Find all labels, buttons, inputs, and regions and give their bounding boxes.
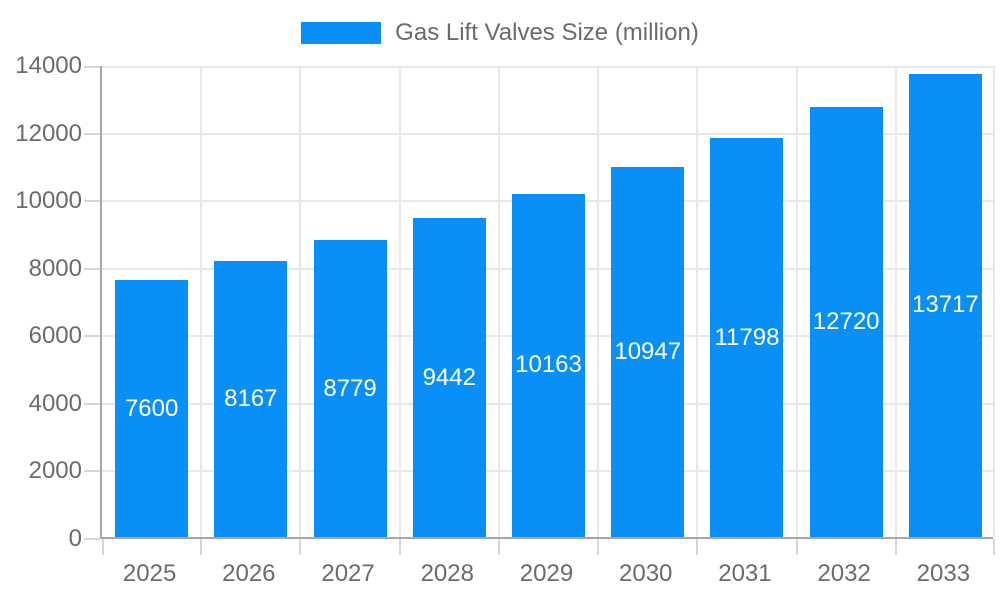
bar-value-label: 12720 — [812, 308, 880, 336]
x-axis-label: 2028 — [420, 560, 474, 587]
bar-value-label: 8167 — [224, 385, 278, 413]
x-axis-label: 2029 — [519, 560, 574, 587]
bar-value-label: 11798 — [714, 323, 780, 351]
y-axis-label: 2000 — [28, 457, 82, 485]
x-axis-label: 2031 — [718, 560, 772, 587]
legend-label: Gas Lift Valves Size (million) — [395, 19, 699, 46]
v-gridline — [795, 66, 798, 537]
x-axis-label: 2025 — [122, 560, 177, 587]
v-gridline — [398, 66, 401, 537]
legend[interactable]: Gas Lift Valves Size (million) — [0, 20, 1000, 46]
y-tick — [84, 66, 100, 68]
bar-value-label: 10163 — [515, 351, 582, 379]
x-tick — [497, 539, 500, 555]
x-axis-label: 2026 — [222, 560, 276, 587]
x-axis-label: 2030 — [619, 560, 673, 587]
y-tick — [84, 132, 100, 135]
bar-value-label: 7600 — [124, 394, 179, 422]
x-tick — [102, 539, 104, 555]
bar-value-label: 9442 — [422, 363, 476, 391]
y-axis-label: 4000 — [28, 389, 82, 417]
y-tick — [84, 538, 100, 540]
x-axis-label: 2033 — [916, 560, 971, 587]
y-tick — [84, 402, 100, 405]
bar-2026[interactable]: 8167 — [214, 261, 288, 537]
x-tick — [795, 539, 798, 555]
y-tick — [84, 267, 100, 270]
bar-2029[interactable]: 10163 — [512, 193, 585, 537]
x-axis-label: 2027 — [321, 560, 375, 587]
y-axis-label: 0 — [68, 525, 82, 552]
bar-2025[interactable]: 7600 — [115, 280, 189, 537]
v-gridline — [299, 66, 302, 537]
h-gridline — [102, 132, 993, 135]
bar-2032[interactable]: 12720 — [809, 107, 883, 537]
bar-2027[interactable]: 8779 — [313, 240, 387, 537]
v-gridline — [497, 66, 500, 537]
x-tick — [696, 539, 699, 555]
legend-swatch — [301, 22, 382, 44]
y-tick — [84, 470, 100, 473]
bar-2030[interactable]: 10947 — [611, 167, 685, 537]
bar-value-label: 8779 — [323, 374, 377, 402]
v-gridline — [894, 66, 897, 537]
y-axis-label: 10000 — [15, 187, 82, 215]
y-axis-label: 6000 — [28, 322, 82, 350]
y-axis-label: 8000 — [28, 254, 82, 282]
v-gridline — [993, 66, 995, 537]
x-tick — [398, 539, 401, 555]
plot-area: 7600 8167 8779 9442 10163 10947 11798 12720 1371… — [84, 66, 995, 555]
bar-value-label: 10947 — [614, 338, 682, 366]
bar-2028[interactable]: 9442 — [412, 218, 486, 537]
x-tick — [200, 539, 203, 555]
h-gridline — [102, 66, 993, 68]
x-tick — [993, 539, 995, 555]
y-tick — [84, 335, 100, 338]
x-tick — [597, 539, 600, 555]
v-gridline — [597, 66, 600, 537]
bar-2033[interactable]: 13717 — [908, 73, 982, 537]
bar-2031[interactable]: 11798 — [710, 138, 784, 537]
bar-value-label: 13717 — [912, 291, 979, 319]
v-gridline — [200, 66, 203, 537]
x-axis-label: 2032 — [817, 560, 871, 587]
x-tick — [894, 539, 897, 555]
y-tick — [84, 200, 100, 203]
v-gridline — [696, 66, 699, 537]
y-axis-label: 12000 — [15, 119, 82, 147]
y-axis-label: 14000 — [15, 52, 82, 79]
x-tick — [299, 539, 302, 555]
